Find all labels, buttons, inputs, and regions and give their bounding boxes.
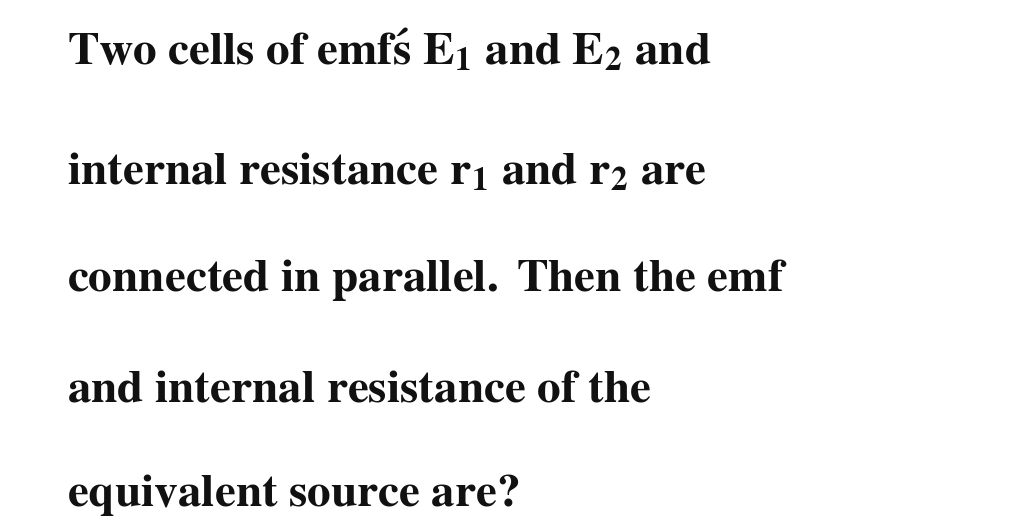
Text: $\mathbf{connected\ in\ parallel.\ Then\ the\ emf}$: $\mathbf{connected\ in\ parallel.\ Then\… (67, 257, 787, 303)
Text: $\mathbf{equivalent\ source\ are?}$: $\mathbf{equivalent\ source\ are?}$ (67, 472, 519, 518)
Text: $\mathbf{internal\ resistance\ }\mathbf{r_1}\mathbf{\ and\ }\mathbf{r_2}\mathbf{: $\mathbf{internal\ resistance\ }\mathbf{… (67, 149, 707, 194)
Text: $\mathbf{and\ internal\ resistance\ of\ the}$: $\mathbf{and\ internal\ resistance\ of\ … (67, 367, 651, 412)
Text: $\mathbf{Two\ cells\ of\ emf\'s\ }\mathbf{E_1}\mathbf{\ and\ }\mathbf{E_2}\mathb: $\mathbf{Two\ cells\ of\ emf\'s\ }\mathb… (67, 28, 711, 75)
